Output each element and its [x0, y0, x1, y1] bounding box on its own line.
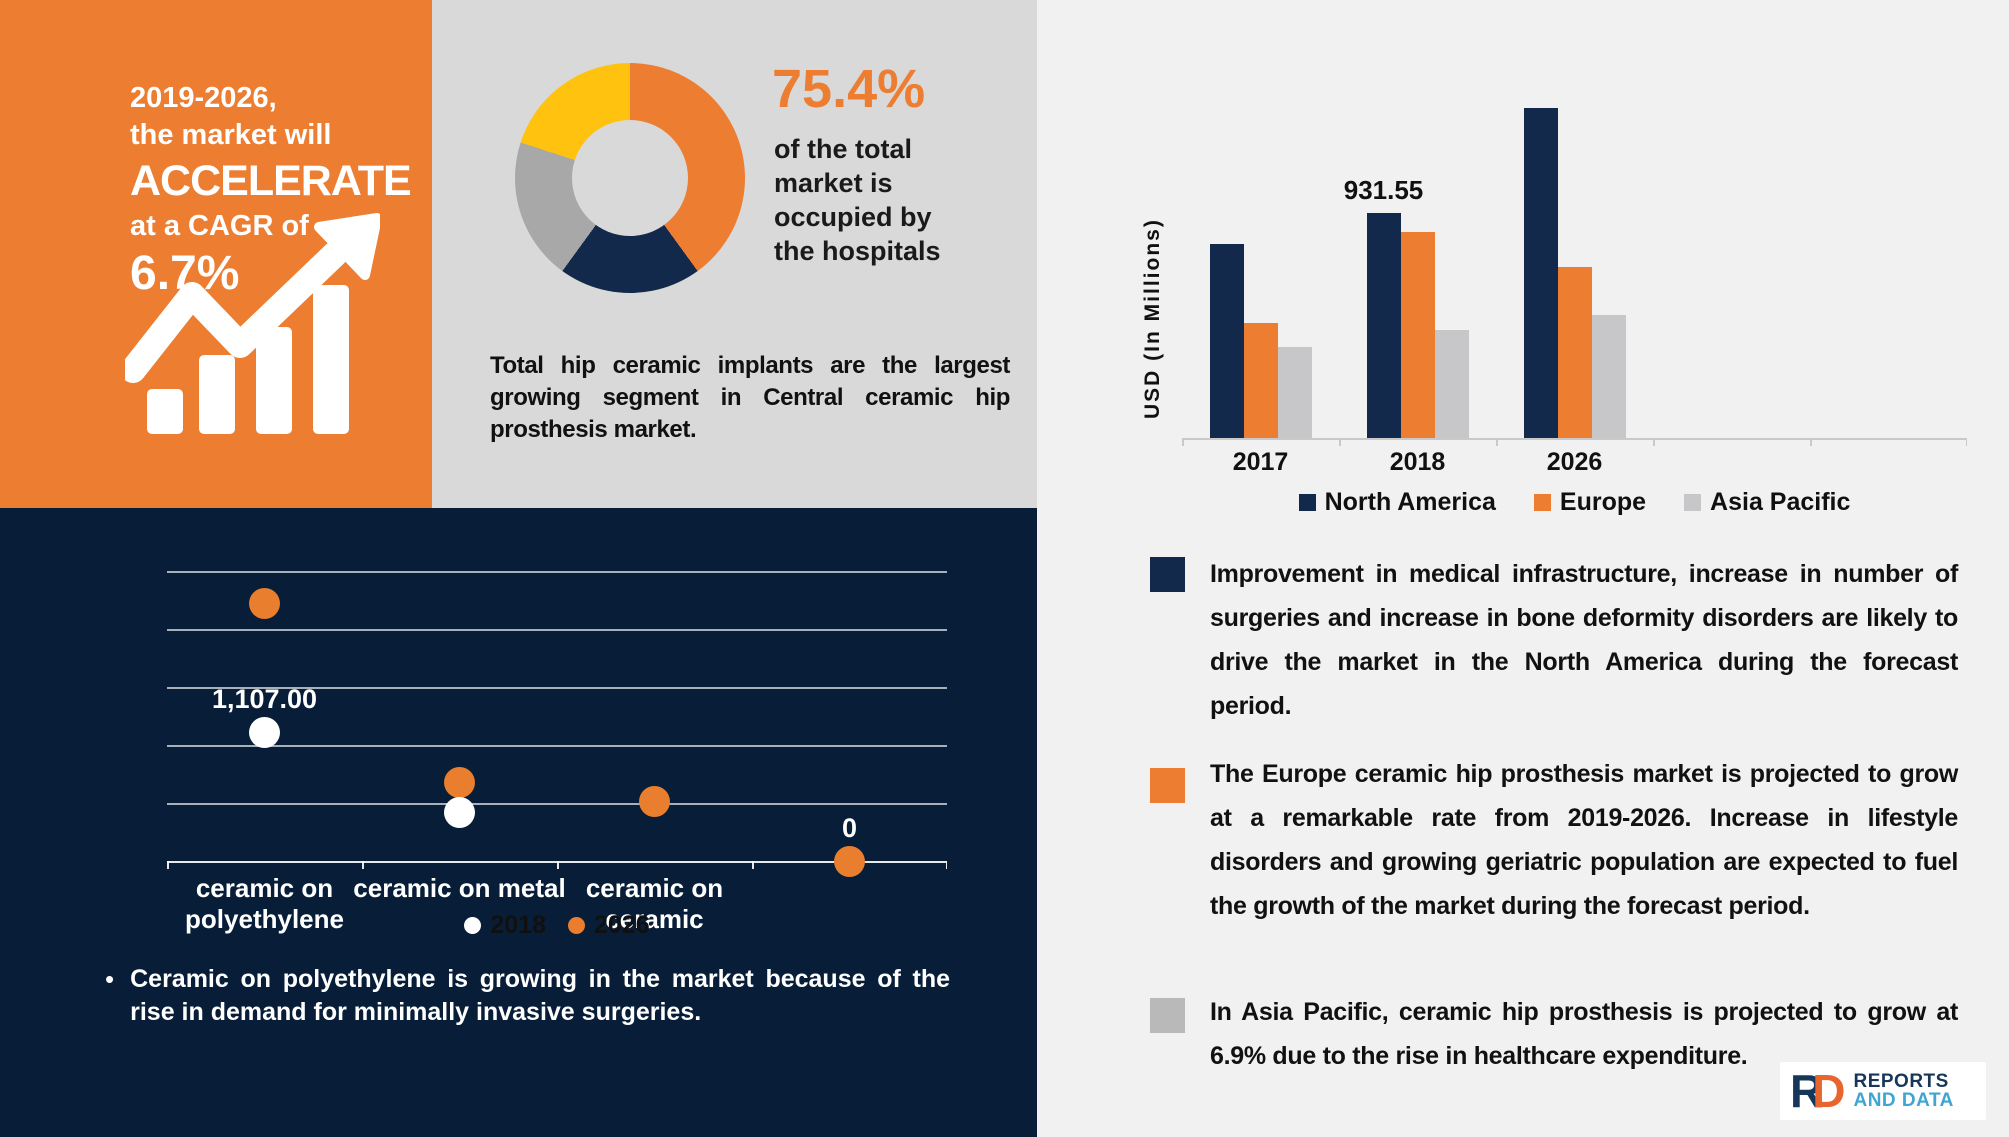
- bar-europe-2017: [1243, 322, 1278, 438]
- insight-north-america: Improvement in medical infrastructure, i…: [1210, 560, 1958, 720]
- scatter-axis-tick: [362, 861, 364, 869]
- insight-asia-pacific: In Asia Pacific, ceramic hip prosthesis …: [1210, 998, 1958, 1070]
- scatter-dot-2026-0: [249, 587, 280, 619]
- bar-axis-tick: [1810, 438, 1812, 446]
- bar-group-2026: [1496, 100, 1653, 438]
- legend-swatch-icon: [1298, 494, 1316, 511]
- legend-item-europe: Europe: [1533, 488, 1647, 517]
- scatter-dot-2026-1: [444, 766, 475, 798]
- insight-marker-north-america: [1150, 557, 1185, 592]
- legend-label: North America: [1324, 488, 1496, 516]
- bar-axis-tick: [1653, 438, 1655, 446]
- scatter-axis-tick: [945, 861, 947, 869]
- scatter-axis-tick: [557, 861, 559, 869]
- regional-bar-plot: 2017 931.55 2018 2026: [1182, 100, 1967, 476]
- bullet-text: Ceramic on polyethylene is growing in th…: [130, 965, 950, 1026]
- scatter-dot-2026-2: [639, 786, 670, 818]
- hospital-share-panel: 75.4% of the total market is occupied by…: [432, 0, 1037, 508]
- scatter-legend: 2018 2026: [167, 911, 947, 940]
- bar-x-label-2017: 2017: [1232, 448, 1289, 476]
- bar-chart-y-axis-label: USD (In Millions): [1141, 218, 1164, 419]
- legend-item-asia-pacific: Asia Pacific: [1684, 488, 1850, 517]
- legend-swatch-icon: [1533, 494, 1551, 511]
- regional-insights-section: USD (In Millions) 2017 931.55 2018 2026 Nor…: [1037, 0, 2009, 1137]
- scatter-gridline: [167, 803, 947, 805]
- scatter-x-label-2: ceramic on ceramic: [585, 873, 724, 934]
- insight-europe: The Europe ceramic hip prosthesis market…: [1210, 760, 1958, 920]
- donut-hole: [572, 120, 688, 236]
- bar-europe-2018: [1400, 231, 1435, 438]
- scatter-axis-tick: [752, 861, 754, 869]
- bar-asia-pacific-2018: [1434, 329, 1469, 438]
- bar-asia-pacific-2026: [1591, 315, 1626, 438]
- legend-label: 2026: [594, 911, 650, 939]
- bar-asia-pacific-2017: [1277, 346, 1312, 438]
- bar-north-america-2017: [1209, 243, 1244, 438]
- bearing-scatter-plot: 1,107.00 0 ceramic on polyethylene ceramic o…: [167, 571, 947, 934]
- scatter-insight-bullet: • Ceramic on polyethylene is growing in …: [105, 963, 950, 1029]
- hospital-share-stat: 75.4%: [772, 59, 926, 119]
- insight-marker-europe: [1150, 768, 1185, 803]
- scatter-gridline: [167, 571, 947, 573]
- legend-item-north-america: North America: [1298, 488, 1496, 517]
- bar-north-america-2026: [1523, 107, 1558, 438]
- legend-label: 2018: [490, 911, 546, 939]
- scatter-x-label-0: ceramic on polyethylene: [185, 873, 344, 934]
- segment-note: Total hip ceramic implants are the large…: [490, 352, 1010, 443]
- scatter-x-label-1: ceramic on metal: [353, 873, 566, 903]
- hospital-share-caption: of the total market is occupied by the h…: [774, 134, 941, 266]
- bar-europe-2026: [1557, 267, 1592, 438]
- hospital-share-donut-chart: [515, 63, 745, 293]
- cagr-intro-line2: the market will: [130, 119, 332, 151]
- growth-chart-arrow-icon: [125, 213, 380, 434]
- bar-axis-tick: [1182, 438, 1184, 446]
- cagr-panel: 2019-2026, the market will ACCELERATE at…: [0, 0, 432, 508]
- legend-dot-icon: [464, 917, 482, 934]
- scatter-dot-2026-3: [834, 845, 865, 877]
- scatter-dot-2018-1: [444, 797, 475, 829]
- scatter-dot-2018-0: [249, 717, 280, 749]
- bar-axis-tick: [1339, 438, 1341, 446]
- cagr-prefix: at a CAGR of: [130, 210, 309, 242]
- scatter-gridline: [167, 687, 947, 689]
- scatter-value-label: 0: [841, 812, 858, 843]
- bar-north-america-2018: [1366, 213, 1401, 438]
- logo-rd-mark-icon: R D: [1790, 1065, 1846, 1117]
- bar-value-label: 931.55: [1343, 175, 1424, 206]
- bar-x-label-2018: 2018: [1389, 448, 1446, 476]
- scatter-gridline: [167, 629, 947, 631]
- cagr-keyword: ACCELERATE: [130, 157, 412, 205]
- insight-marker-asia-pacific: [1150, 998, 1185, 1033]
- bar-x-label-2026: 2026: [1546, 448, 1603, 476]
- logo-wordmark: REPORTS AND DATA: [1853, 1071, 1954, 1111]
- bearing-scatter-panel: 1,107.00 0 ceramic on polyethylene ceramic o…: [0, 508, 1037, 1137]
- bar-group-2018: [1339, 100, 1496, 438]
- bar-group-2017: [1182, 100, 1339, 438]
- bar-axis-tick: [1965, 438, 1967, 446]
- scatter-value-label: 1,107.00: [211, 684, 318, 715]
- bar-chart-legend: North America Europe Asia Pacific: [1182, 488, 1967, 517]
- legend-label: Europe: [1559, 488, 1647, 516]
- legend-dot-icon: [568, 917, 585, 934]
- legend-swatch-icon: [1684, 494, 1702, 511]
- legend-label: Asia Pacific: [1710, 488, 1851, 516]
- scatter-gridline: [167, 745, 947, 747]
- reports-and-data-logo: R D REPORTS AND DATA: [1780, 1062, 1986, 1120]
- bullet-marker: •: [105, 964, 115, 994]
- scatter-legend-item-2026: 2026: [568, 911, 650, 940]
- bar-axis-tick: [1496, 438, 1498, 446]
- cagr-intro-line1: 2019-2026,: [130, 82, 277, 114]
- scatter-legend-item-2018: 2018: [464, 911, 546, 940]
- scatter-axis-tick: [167, 861, 169, 869]
